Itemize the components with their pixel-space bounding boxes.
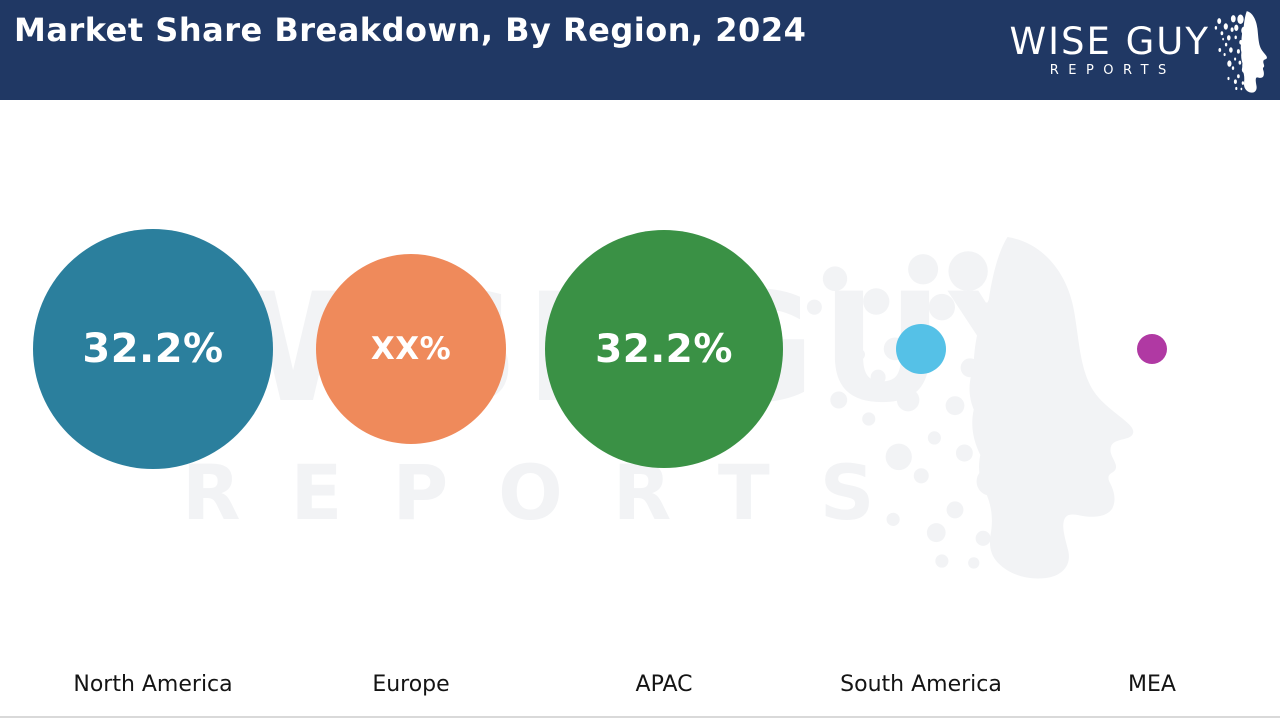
bubble-value-north-america: 32.2%	[82, 326, 224, 372]
brand-logo-wiseguy: WISE GUY	[1009, 20, 1210, 64]
bubble-north-america: 32.2%	[33, 229, 273, 469]
bubble-south-america	[896, 324, 946, 374]
bubble-apac: 32.2%	[545, 230, 783, 468]
bubble-value-europe: XX%	[370, 331, 452, 367]
header: Market Share Breakdown, By Region, 2024 …	[0, 0, 1280, 100]
page-title: Market Share Breakdown, By Region, 2024	[14, 11, 807, 49]
chart-area: 32.2% North America XX% Europe 32.2% APAC Sout…	[0, 100, 1280, 716]
brand-logo-text: WISE GUY REPORTS	[1009, 20, 1210, 78]
bubble-value-apac: 32.2%	[595, 326, 733, 372]
bottom-divider	[0, 716, 1280, 718]
brand-head-icon	[1212, 7, 1272, 93]
category-label-north-america: North America	[73, 672, 233, 697]
watermark-reports-text: REPORTS	[182, 448, 925, 537]
brand-logo: WISE GUY REPORTS	[1010, 4, 1272, 96]
category-label-apac: APAC	[635, 672, 693, 697]
brand-logo-reports: REPORTS	[1049, 62, 1176, 78]
category-label-europe: Europe	[372, 672, 450, 697]
bubble-mea	[1137, 334, 1167, 364]
category-label-mea: MEA	[1128, 672, 1176, 697]
category-label-south-america: South America	[840, 672, 1002, 697]
bubble-europe: XX%	[316, 254, 506, 444]
